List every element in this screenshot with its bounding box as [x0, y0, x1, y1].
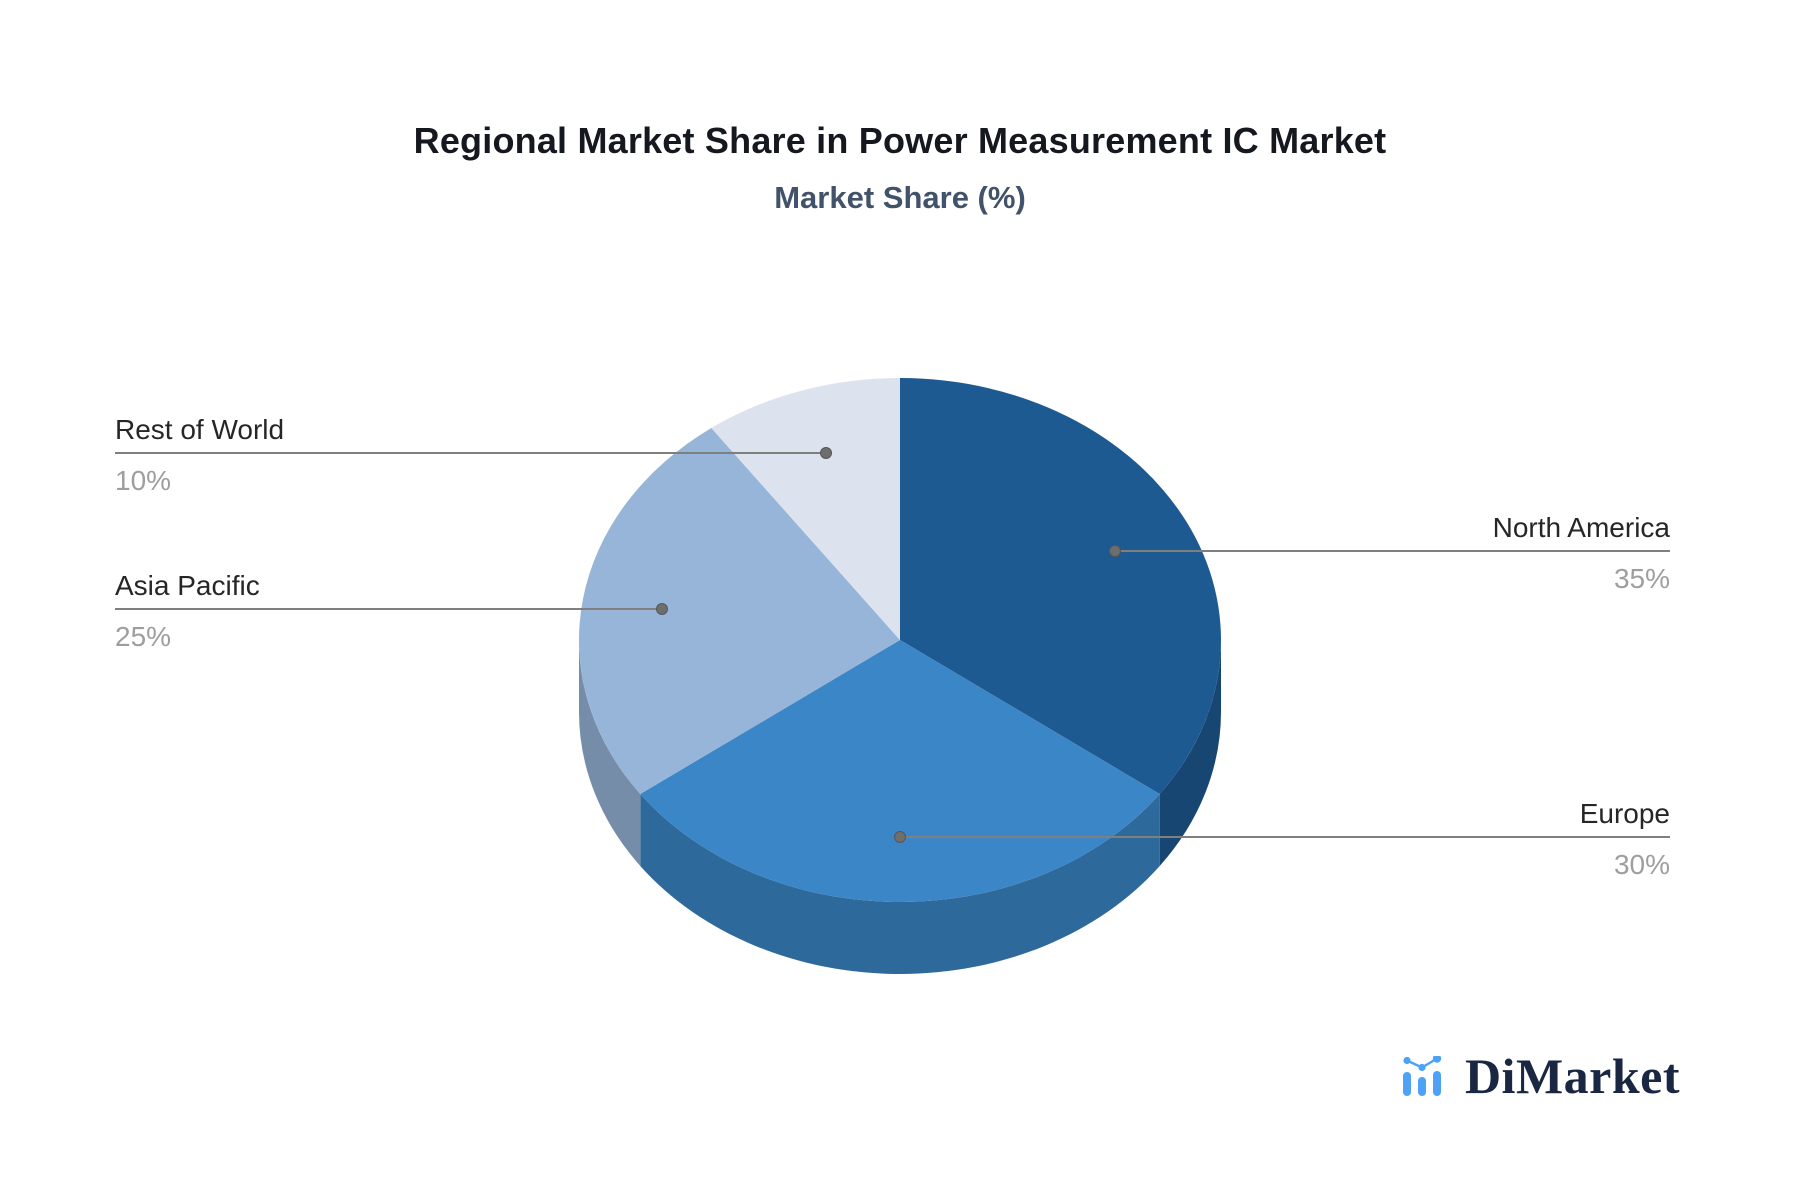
- leader-dot-europe: [894, 830, 906, 843]
- label-name-north-america: North America: [1492, 511, 1670, 543]
- label-value-rest-of-world: 10%: [115, 465, 172, 497]
- label-value-north-america: 35%: [1613, 562, 1670, 594]
- label-value-asia-pacific: 25%: [115, 621, 172, 653]
- leader-line-rest-of-world: [115, 452, 826, 455]
- dimarket-logo: DiMarket: [1402, 1040, 1680, 1112]
- pie-slice-side-north-america: [1159, 640, 1221, 866]
- leader-dot-asia-pacific: [656, 603, 669, 616]
- chart-title: Regional Market Share in Power Measureme…: [413, 120, 1387, 161]
- label-name-rest-of-world: Rest of World: [115, 414, 285, 446]
- logo-text: DiMarket: [1464, 1048, 1680, 1104]
- pie-slice-side-europe: [640, 794, 1160, 974]
- label-value-europe: 30%: [1613, 848, 1670, 880]
- pie-slice-side-asia-pacific: [579, 640, 641, 866]
- pie-slice-rest-of-world[interactable]: [711, 378, 900, 640]
- leader-dot-rest-of-world: [819, 447, 832, 460]
- pie-slice-asia-pacific[interactable]: [579, 428, 900, 794]
- leader-line-asia-pacific: [115, 608, 663, 611]
- pie-slice-north-america[interactable]: [900, 378, 1221, 794]
- label-name-asia-pacific: Asia Pacific: [115, 570, 260, 602]
- bar-line-chart-icon: [1402, 1056, 1442, 1096]
- leader-line-europe: [900, 835, 1670, 838]
- leader-dot-north-america: [1108, 544, 1121, 557]
- leader-line-north-america: [1114, 549, 1670, 552]
- label-name-europe: Europe: [1579, 797, 1670, 829]
- chart-subtitle: Market Share (%): [774, 180, 1026, 215]
